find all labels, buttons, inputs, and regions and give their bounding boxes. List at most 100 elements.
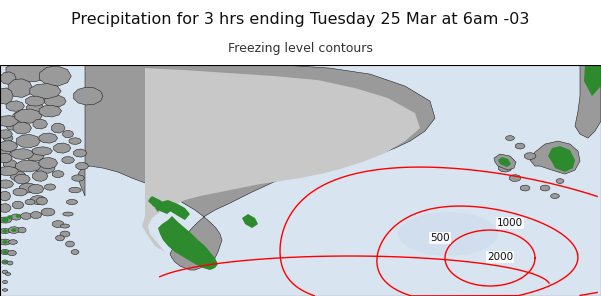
- Polygon shape: [70, 187, 80, 194]
- Text: Precipitation for 3 hrs ending Tuesday 25 Mar at 6am -03: Precipitation for 3 hrs ending Tuesday 2…: [72, 12, 529, 27]
- Polygon shape: [66, 241, 75, 247]
- Polygon shape: [2, 229, 8, 233]
- Polygon shape: [3, 260, 7, 263]
- Polygon shape: [31, 186, 42, 192]
- Polygon shape: [16, 134, 41, 148]
- Polygon shape: [148, 196, 172, 214]
- Polygon shape: [30, 196, 46, 205]
- Polygon shape: [38, 66, 73, 87]
- Polygon shape: [41, 133, 55, 143]
- Polygon shape: [21, 213, 31, 219]
- Polygon shape: [78, 65, 435, 270]
- Polygon shape: [56, 235, 64, 241]
- Polygon shape: [0, 228, 10, 234]
- Polygon shape: [2, 289, 8, 292]
- Polygon shape: [10, 214, 22, 220]
- Polygon shape: [74, 149, 87, 157]
- Polygon shape: [24, 199, 37, 205]
- Polygon shape: [33, 171, 47, 181]
- Polygon shape: [7, 261, 13, 265]
- Polygon shape: [13, 149, 31, 160]
- Polygon shape: [530, 141, 580, 174]
- Polygon shape: [0, 192, 11, 200]
- Polygon shape: [0, 154, 14, 162]
- Polygon shape: [551, 194, 560, 199]
- Text: 500: 500: [430, 233, 450, 243]
- Polygon shape: [0, 239, 10, 245]
- Polygon shape: [524, 153, 536, 160]
- Polygon shape: [14, 187, 26, 197]
- Polygon shape: [33, 84, 58, 98]
- Polygon shape: [60, 231, 70, 237]
- Polygon shape: [398, 212, 498, 256]
- Polygon shape: [15, 174, 29, 184]
- Polygon shape: [0, 73, 17, 83]
- Polygon shape: [14, 122, 31, 134]
- Polygon shape: [40, 159, 57, 168]
- Polygon shape: [540, 185, 550, 191]
- Polygon shape: [18, 159, 38, 173]
- Polygon shape: [62, 129, 75, 139]
- Polygon shape: [10, 171, 26, 181]
- Polygon shape: [2, 240, 8, 244]
- Polygon shape: [0, 165, 17, 177]
- Polygon shape: [16, 214, 20, 218]
- Text: Freezing level contours: Freezing level contours: [228, 42, 373, 55]
- Text: 2000: 2000: [487, 252, 513, 262]
- Polygon shape: [26, 151, 44, 161]
- Polygon shape: [11, 228, 17, 232]
- Polygon shape: [41, 208, 55, 216]
- Polygon shape: [1, 250, 10, 254]
- Polygon shape: [3, 135, 13, 141]
- Polygon shape: [515, 143, 525, 149]
- Polygon shape: [51, 170, 66, 178]
- Polygon shape: [55, 143, 70, 153]
- Polygon shape: [2, 270, 8, 274]
- Polygon shape: [27, 95, 43, 107]
- Polygon shape: [510, 175, 521, 181]
- Polygon shape: [9, 240, 17, 244]
- Polygon shape: [76, 162, 88, 170]
- Polygon shape: [142, 68, 420, 252]
- Polygon shape: [557, 178, 564, 184]
- Polygon shape: [26, 103, 44, 113]
- Polygon shape: [73, 87, 103, 105]
- Polygon shape: [5, 273, 11, 275]
- Polygon shape: [35, 163, 55, 173]
- Polygon shape: [64, 212, 72, 216]
- Polygon shape: [1, 218, 9, 223]
- Polygon shape: [494, 154, 516, 170]
- Polygon shape: [61, 224, 69, 228]
- Polygon shape: [62, 156, 75, 165]
- Polygon shape: [52, 221, 64, 228]
- Polygon shape: [5, 101, 26, 111]
- Polygon shape: [33, 120, 47, 128]
- Polygon shape: [44, 95, 66, 107]
- Polygon shape: [9, 250, 15, 256]
- Polygon shape: [575, 65, 601, 138]
- Polygon shape: [1, 141, 16, 151]
- Polygon shape: [39, 106, 61, 116]
- Polygon shape: [1, 260, 9, 264]
- Polygon shape: [70, 136, 81, 146]
- Polygon shape: [4, 63, 58, 80]
- Polygon shape: [34, 145, 51, 157]
- Polygon shape: [13, 112, 28, 120]
- Polygon shape: [584, 65, 601, 96]
- Polygon shape: [12, 201, 25, 209]
- Polygon shape: [548, 146, 575, 172]
- Polygon shape: [0, 180, 13, 188]
- Polygon shape: [71, 250, 79, 255]
- Polygon shape: [0, 205, 13, 211]
- Polygon shape: [2, 250, 8, 254]
- Polygon shape: [19, 183, 37, 193]
- Polygon shape: [9, 227, 19, 233]
- Polygon shape: [6, 122, 18, 130]
- Polygon shape: [37, 198, 48, 204]
- Polygon shape: [158, 216, 218, 270]
- Polygon shape: [520, 185, 530, 191]
- Polygon shape: [50, 124, 67, 132]
- Polygon shape: [6, 79, 35, 97]
- Polygon shape: [506, 136, 514, 141]
- Polygon shape: [498, 157, 511, 167]
